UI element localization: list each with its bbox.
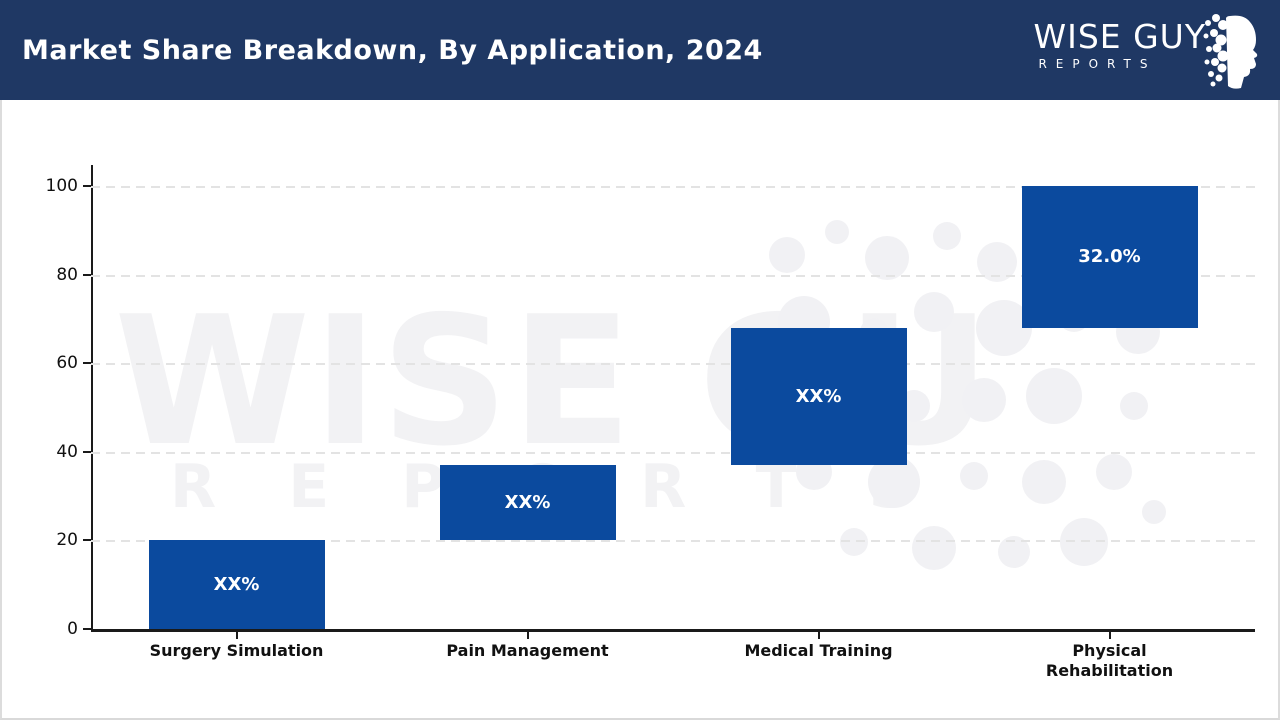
x-tick-mark	[1108, 629, 1111, 639]
x-category-label: Surgery Simulation	[149, 641, 324, 660]
y-tick-label: 20	[56, 530, 78, 551]
x-tick-mark	[526, 629, 529, 639]
y-tick-label: 100	[45, 176, 78, 196]
x-category-label: Pain Management	[446, 641, 609, 660]
brand-subtitle: REPORTS	[1038, 57, 1157, 71]
face-profile-dots-icon	[1203, 14, 1258, 89]
y-tick-mark	[83, 273, 91, 276]
y-tick-label: 0	[67, 619, 78, 639]
y-tick-mark	[83, 450, 91, 453]
gridline	[91, 540, 1255, 543]
y-axis-line	[91, 165, 93, 632]
plot-area: 0 20 40 60 80 100 XX% Surgery Simulation XX% Pain…	[2, 100, 1280, 720]
x-axis-line	[91, 629, 1255, 632]
y-tick-label: 60	[56, 353, 78, 374]
x-tick-mark	[817, 629, 820, 639]
bar-segment: XX%	[439, 465, 616, 541]
x-category-label: Physical Rehabilitation	[1045, 641, 1174, 680]
bar-value-label: XX%	[504, 492, 551, 514]
gridline	[91, 186, 1255, 188]
bar-segment: 32.0%	[1021, 186, 1198, 328]
chart-title: Market Share Breakdown, By Application, …	[22, 34, 763, 66]
brand-name: WISE GUY	[1033, 17, 1206, 56]
bar-value-label: XX%	[213, 574, 260, 596]
bar-segment: XX%	[148, 540, 325, 629]
gridline	[91, 274, 1255, 277]
y-tick-mark	[83, 185, 91, 187]
brand-logo: WISE GUY REPORTS	[1033, 12, 1262, 90]
gridline	[91, 363, 1255, 366]
y-tick-mark	[83, 539, 91, 542]
x-tick-mark	[235, 629, 238, 639]
brand-logo-text: WISE GUY REPORTS	[1033, 17, 1206, 72]
y-tick-label: 40	[56, 441, 78, 462]
bar-value-label: XX%	[795, 385, 842, 407]
x-category-label: Medical Training	[744, 641, 893, 660]
y-tick-label: 80	[56, 264, 78, 285]
header-bar: Market Share Breakdown, By Application, …	[0, 0, 1280, 100]
y-tick-mark	[83, 362, 91, 365]
bar-value-label: 32.0%	[1078, 246, 1141, 268]
bar-segment: XX%	[730, 327, 907, 466]
y-tick-mark	[83, 628, 91, 630]
gridline	[91, 451, 1255, 454]
